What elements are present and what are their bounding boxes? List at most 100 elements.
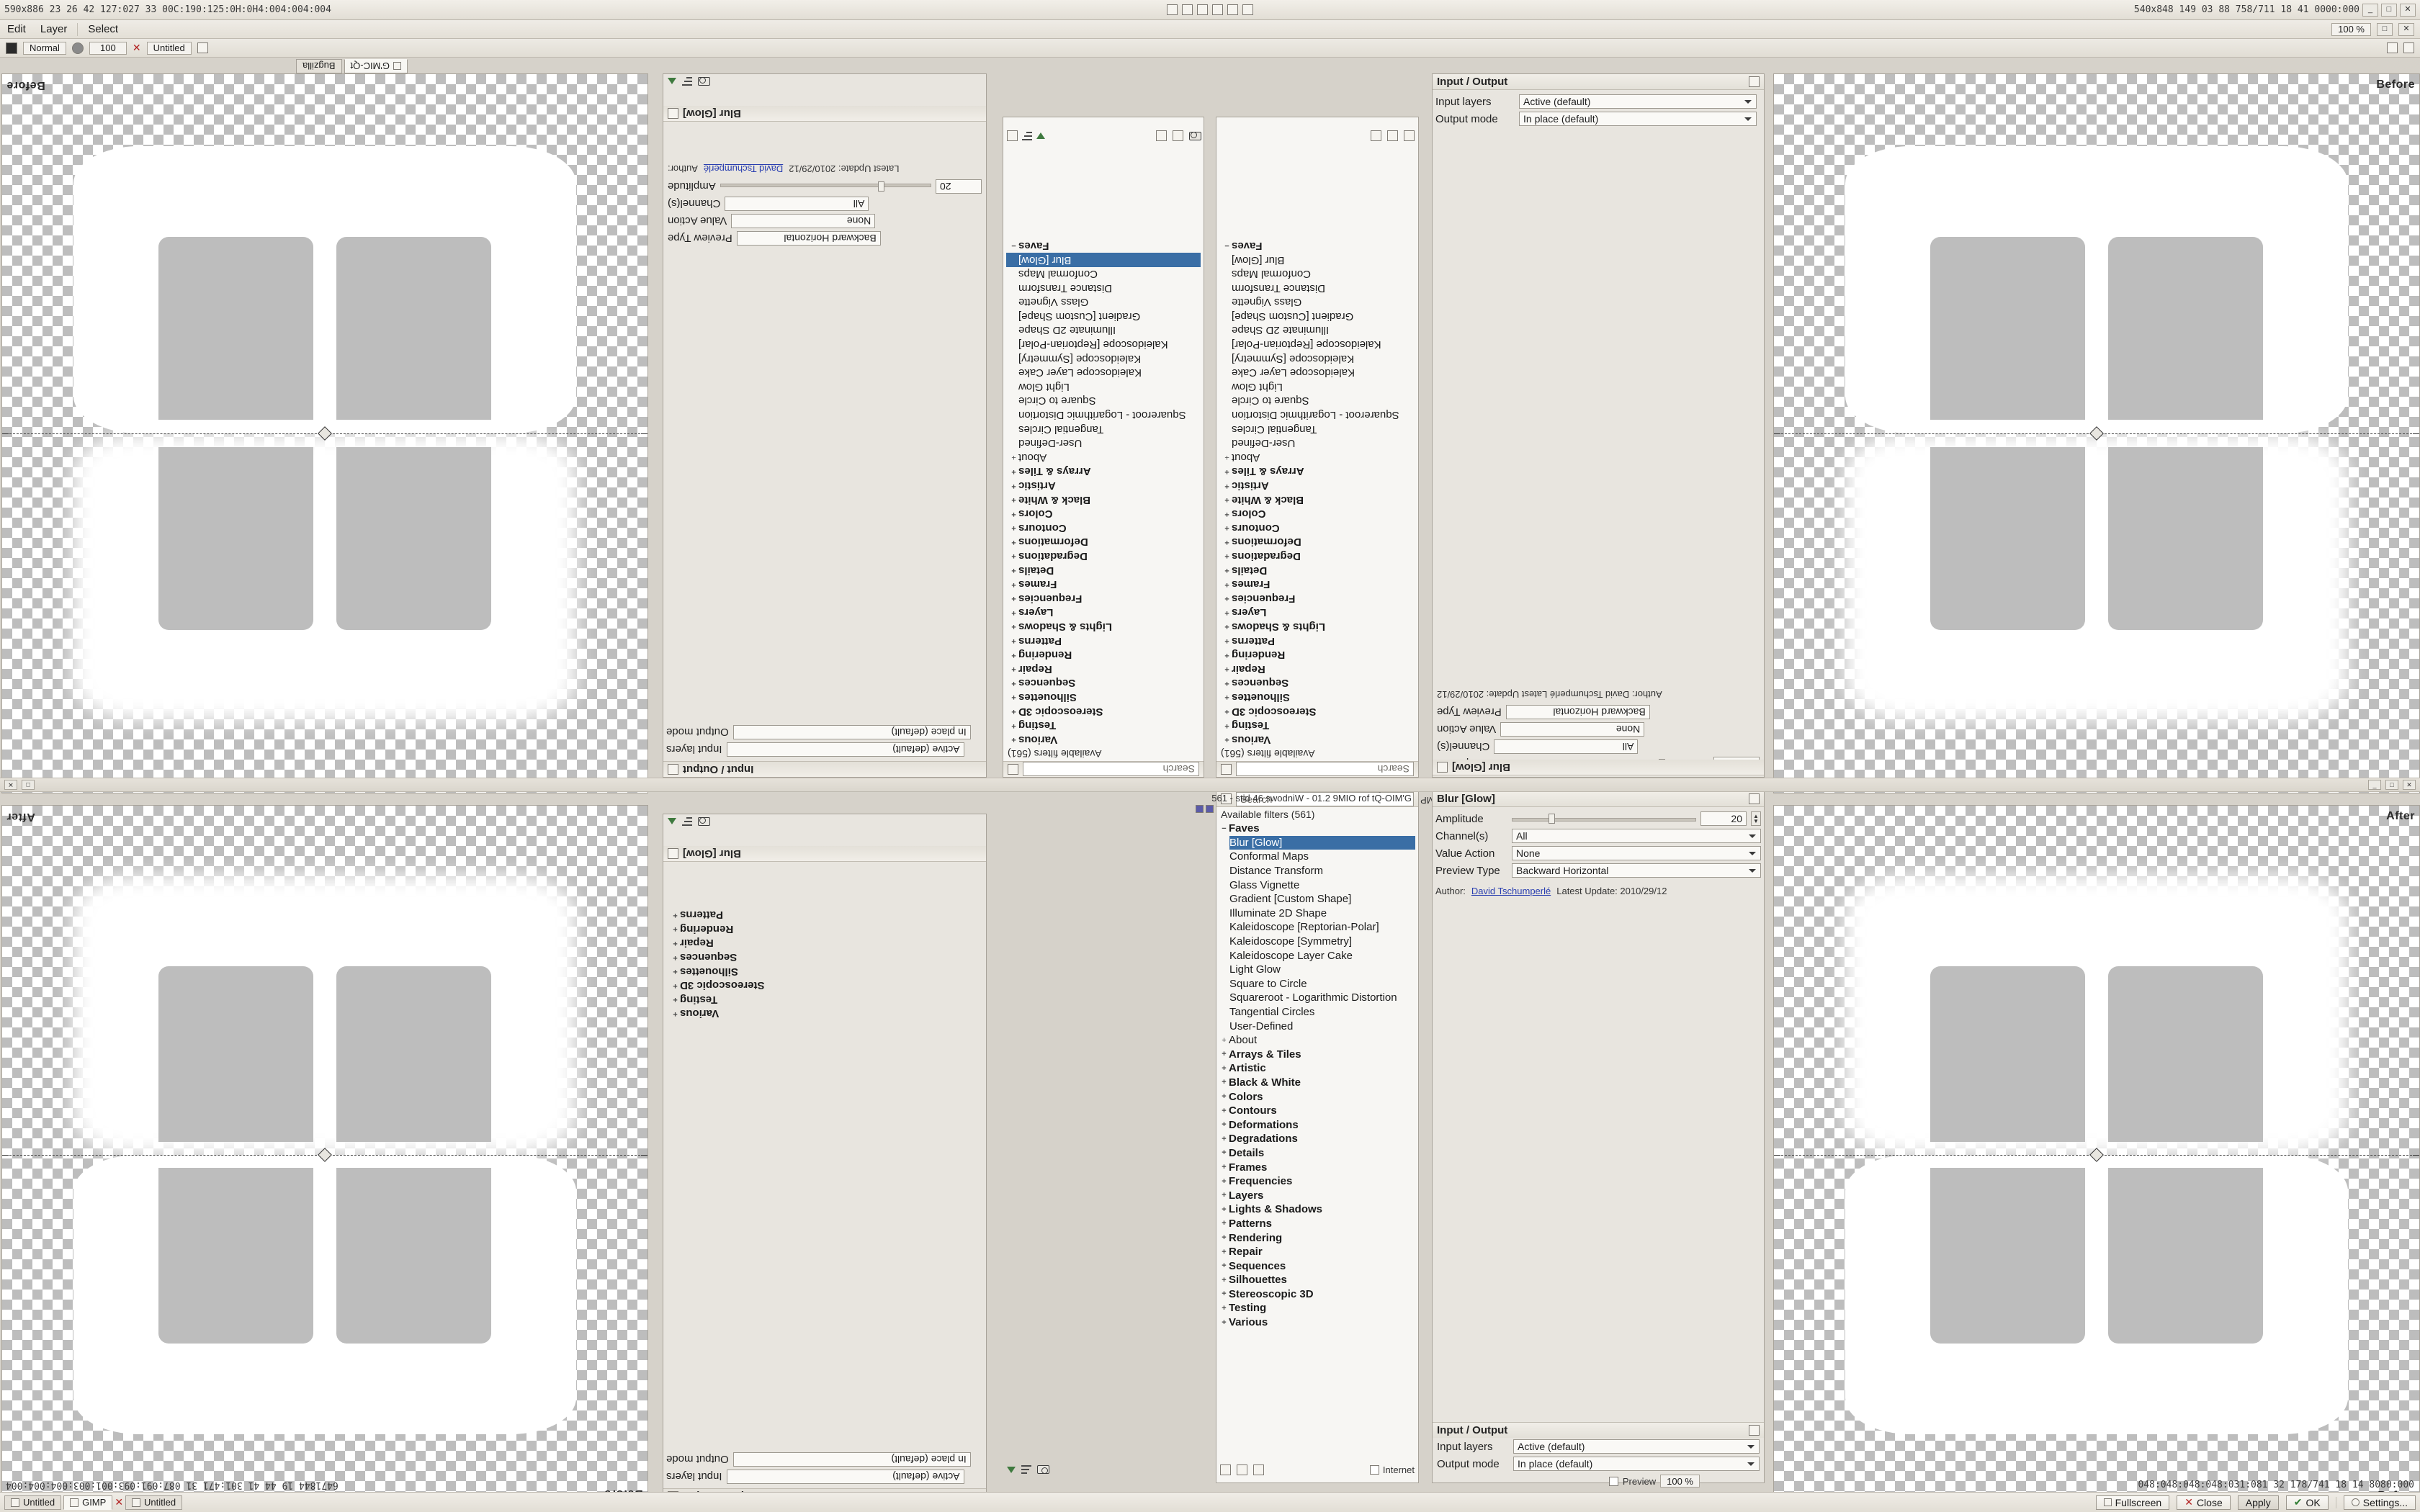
reset-icon[interactable] [668,764,678,775]
tree-leaf[interactable]: User-Defined [1232,437,1296,450]
tree-leaf[interactable]: Squareroot - Logarithmic Distortion [1018,409,1186,422]
amplitude-stepper[interactable]: ▲ ▼ [1751,811,1761,826]
tree-category[interactable]: + Testing [1011,719,1057,732]
menubar-restore-button[interactable]: □ [2377,22,2393,36]
row-channels-r[interactable]: Channel(s) All [1435,827,1761,845]
menu-item-edit[interactable]: Edit [7,23,26,35]
tree-category[interactable]: + Colors [1011,508,1053,521]
preview-mode-icon-2[interactable] [1206,804,1214,813]
list-item[interactable]: + Stereoscopic 3D [673,979,765,992]
tree-leaf[interactable]: Kaleidoscope Layer Cake [1232,366,1355,379]
input-layers-combo-4[interactable]: Active (default) [1513,1439,1760,1454]
output-mode-combo-3[interactable]: In place (default) [1519,112,1757,126]
tree-leaf[interactable]: Illuminate 2D Shape [1018,324,1116,337]
search-input[interactable]: Search [1236,791,1414,806]
close-button[interactable]: ✕ [2400,3,2416,17]
list-item[interactable]: + Sequences [673,951,738,964]
param-panel-top-left[interactable]: Input / Output Active (default) Input la… [663,73,987,778]
tree-category[interactable]: + Degradations [1224,549,1301,562]
row-channels[interactable]: All Channel(s) [668,195,982,212]
row-amplitude[interactable]: 20 Amplitude [668,178,982,195]
tree-leaf[interactable]: Kaleidoscope [Reptorian-Polar] [1018,338,1168,351]
image-pane-bottom-left[interactable]: After Before [1,805,648,1505]
tree-leaf[interactable]: User-Defined [1018,437,1083,450]
tree-leaf[interactable]: Squareroot - Logarithmic Distortion [1232,409,1399,422]
tree-category[interactable]: + Silhouettes [1222,1274,1287,1287]
image-pane-top-left[interactable]: Before vJoA [1,73,648,793]
menubar-close-button[interactable]: ✕ [2398,22,2414,36]
list-icon-4[interactable] [1021,1465,1031,1474]
tree-category[interactable]: + Silhouettes [1011,690,1077,703]
io-row-output-mode-4[interactable]: Output mode In place (default) [1437,1455,1760,1472]
triangle-up-icon-2[interactable] [668,818,676,825]
tree-category[interactable]: + Deformations [1222,1118,1299,1131]
image-pane-top-right[interactable]: Before V.bel [1773,73,2420,793]
folder-icon[interactable] [1007,130,1018,142]
panel-footer-icon-3[interactable] [1437,762,1448,773]
tree-category[interactable]: + Artistic [1224,480,1269,492]
channels-combo-m[interactable]: All [1494,739,1639,754]
tree-leaf-selected[interactable]: Blur [Glow] [1006,253,1201,267]
list-item[interactable]: + Testing [673,993,718,1006]
tree-leaf[interactable]: Gradient [Custom Shape] [1018,310,1141,323]
tree-category[interactable]: + Various [1011,733,1058,746]
row-preview-type-r[interactable]: Preview Type Backward Horizontal [1435,862,1761,879]
brush-preview-swatch[interactable] [71,42,84,54]
row-channels-m[interactable]: All Channel(s) [1437,738,1760,755]
io-row-output-mode-2[interactable]: In place (default) Output mode [666,1451,983,1468]
tree-leaf[interactable]: Illuminate 2D Shape [1229,906,1327,919]
tab-bugzilla-mirror[interactable]: Bugzilla [295,59,342,73]
chevron-down-icon[interactable] [1743,97,1752,107]
list-icon-2[interactable] [682,817,692,826]
internet-checkbox[interactable] [1369,1464,1379,1475]
tree-leaf[interactable]: Square to Circle [1229,977,1307,990]
list-item[interactable]: + Various [673,1007,720,1020]
tree-category[interactable]: + Silhouettes [1224,690,1290,703]
tree-leaf[interactable]: Kaleidoscope Layer Cake [1229,949,1353,962]
tree-leaf[interactable]: Light Glow [1232,380,1283,393]
zoom-level-pill[interactable]: 100 % [2331,22,2371,36]
tree-leaf[interactable]: Light Glow [1018,380,1070,393]
undo-icon[interactable] [1227,4,1238,15]
camera-icon[interactable] [698,77,710,86]
tree-category[interactable]: + Artistic [1222,1062,1266,1075]
chevron-down-icon[interactable] [1746,1459,1755,1469]
mid-maximize-button-2[interactable]: □ [2385,780,2398,790]
tree-category[interactable]: + Repair [1011,662,1052,675]
zoom-out-icon[interactable] [1156,130,1167,142]
output-mode-combo-2[interactable]: In place (default) [732,1452,971,1467]
preset-pill[interactable]: Untitled [146,41,192,55]
refresh-icon[interactable] [1404,130,1415,142]
tree-category[interactable]: + Frequencies [1011,592,1083,605]
tree-leaf[interactable]: Kaleidoscope [Symmetry] [1232,352,1355,365]
fullscreen-button[interactable]: Fullscreen [2095,1495,2170,1510]
author-link[interactable]: David Tschumperlé [703,163,784,175]
filter-tree-mirror-top[interactable]: Search Available filters (561) + Various … [1003,117,1204,778]
chevron-down-icon[interactable] [1746,1442,1755,1452]
tree-category[interactable]: + Contours [1011,521,1067,534]
tree-category[interactable]: + Frames [1222,1161,1268,1174]
tree-category[interactable]: + About [1222,1034,1258,1047]
tree-category[interactable]: + Contours [1222,1104,1277,1117]
tree-faves-root[interactable]: − Faves [1222,822,1260,835]
random-icon[interactable] [1387,130,1398,142]
tree-category[interactable]: + Arrays & Tiles [1224,465,1304,478]
tree-category[interactable]: + Sequences [1011,677,1076,690]
tree-category[interactable]: + Sequences [1222,1259,1286,1272]
tree-category[interactable]: + Rendering [1222,1231,1283,1244]
blend-mode-pill[interactable]: Normal [23,41,66,55]
list-icon-3[interactable] [1022,132,1032,140]
input-layers-combo[interactable]: Active (default) [726,742,964,757]
search-icon-mirror[interactable] [1008,764,1018,775]
tree-leaf[interactable]: Gradient [Custom Shape] [1229,893,1352,906]
tree-category[interactable]: + Sequences [1224,677,1289,690]
triangle-up-icon[interactable] [668,78,676,85]
amplitude-slider-r[interactable] [1512,813,1696,824]
camera-icon-3[interactable] [1189,132,1201,140]
tree-category[interactable]: + Frequencies [1222,1175,1293,1188]
tree-leaf[interactable]: Distance Transform [1229,865,1324,878]
value-action-combo[interactable]: None [731,214,876,228]
tree-category[interactable]: + Patterns [1224,634,1276,647]
tab-gmic-qt-mirror[interactable]: G'MIC-Qt [344,59,408,73]
search-input-mirror-2[interactable]: Search [1236,762,1414,777]
